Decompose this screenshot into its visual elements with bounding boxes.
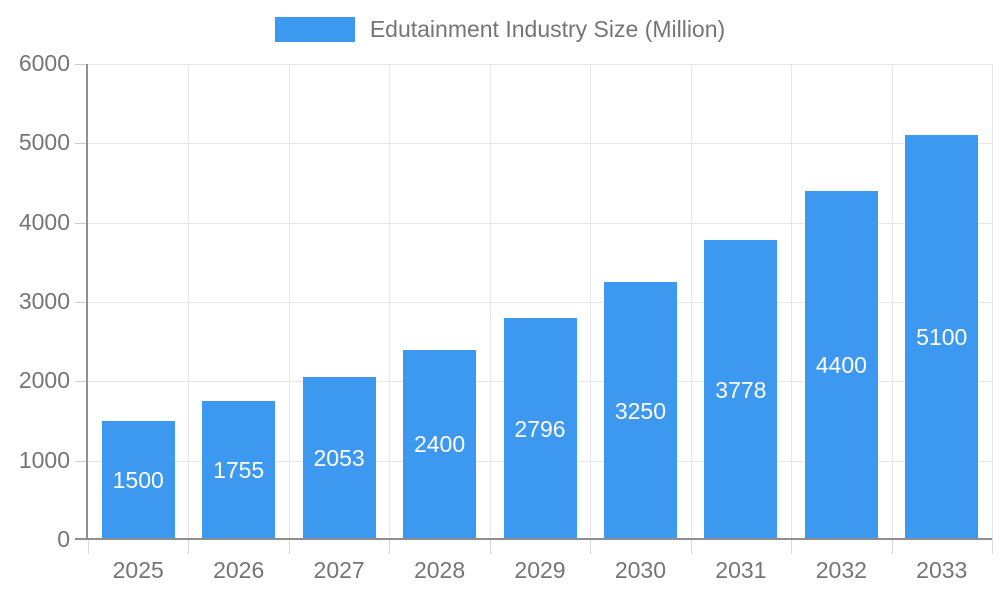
x-tick-label: 2028: [413, 557, 466, 583]
vertical-gridline: [891, 64, 893, 540]
y-axis-tick: [75, 222, 88, 224]
bar-value-label: 5100: [916, 324, 968, 351]
y-axis-labels: 0 1000 2000 3000 4000 5000 6000: [0, 52, 70, 551]
bar[interactable]: 2053: [302, 377, 376, 540]
y-axis-tick: [75, 64, 88, 65]
bar[interactable]: 1500: [101, 421, 175, 540]
x-axis-tick: [791, 540, 793, 554]
bar[interactable]: 4400: [804, 190, 878, 540]
vertical-gridline: [791, 64, 793, 540]
bar[interactable]: 1755: [202, 400, 276, 540]
bar-value-label: 2796: [514, 415, 566, 442]
x-axis-tick: [288, 540, 290, 554]
x-tick-label: 2029: [514, 557, 566, 583]
horizontal-gridline: [88, 302, 992, 303]
bar[interactable]: 3778: [704, 240, 778, 540]
y-tick-label: 4000: [18, 208, 70, 235]
y-tick-label: 5000: [18, 129, 70, 156]
x-tick-label: 2025: [112, 557, 164, 583]
bar[interactable]: 2400: [403, 349, 477, 540]
bar[interactable]: 2796: [503, 318, 577, 540]
x-tick-label: 2026: [213, 557, 265, 583]
y-axis-line: [86, 64, 88, 540]
y-axis-tick: [75, 302, 88, 303]
bar-value-label: 1500: [112, 467, 164, 493]
x-axis-labels: 2025 2026 2027 2028 2029 2030 2031 2032 2033: [88, 557, 992, 589]
y-tick-label: 2000: [18, 367, 70, 394]
bar-value-label: 3778: [715, 376, 767, 403]
y-axis-tick: [75, 381, 88, 383]
x-axis-line: [75, 538, 992, 540]
bar[interactable]: 3250: [603, 282, 677, 540]
horizontal-gridline: [88, 222, 992, 224]
x-axis-tick: [590, 540, 592, 554]
bar-value-label: 4400: [815, 351, 867, 378]
bar[interactable]: 5100: [905, 135, 979, 540]
horizontal-gridline: [88, 143, 992, 145]
x-tick-label: 2032: [815, 557, 867, 583]
vertical-gridline: [992, 64, 993, 540]
vertical-gridline: [690, 64, 692, 540]
y-tick-label: 0: [57, 526, 70, 553]
x-axis-tick: [992, 540, 993, 554]
y-axis-tick: [75, 460, 88, 462]
horizontal-gridline: [88, 64, 992, 65]
vertical-gridline: [188, 64, 190, 540]
legend: Edutainment Industry Size (Million): [0, 16, 1000, 43]
plot-area: 1500 1755 2053 2400 2796 3250 3778 4400 5100: [75, 64, 993, 554]
x-axis-tick: [389, 540, 391, 554]
vertical-gridline: [288, 64, 290, 540]
x-tick-label: 2033: [916, 557, 968, 583]
legend-swatch: [274, 17, 355, 42]
x-tick-label: 2031: [715, 557, 767, 583]
y-tick-label: 1000: [18, 446, 70, 473]
vertical-gridline: [389, 64, 391, 540]
x-axis-tick: [489, 540, 491, 554]
x-tick-label: 2027: [313, 557, 365, 583]
y-axis-tick: [75, 143, 88, 145]
x-axis-tick: [188, 540, 190, 554]
x-axis-tick: [690, 540, 692, 554]
vertical-gridline: [489, 64, 491, 540]
bar-value-label: 3250: [614, 397, 667, 424]
y-tick-label: 6000: [18, 50, 70, 77]
vertical-gridline: [590, 64, 592, 540]
x-tick-label: 2030: [614, 557, 667, 583]
y-tick-label: 3000: [18, 288, 70, 315]
bar-value-label: 2400: [413, 431, 466, 458]
bar-value-label: 2053: [313, 445, 365, 472]
x-axis-tick: [891, 540, 893, 554]
x-axis-tick: [88, 540, 89, 554]
legend-label: Edutainment Industry Size (Million): [369, 16, 726, 42]
bar-value-label: 1755: [213, 456, 265, 483]
